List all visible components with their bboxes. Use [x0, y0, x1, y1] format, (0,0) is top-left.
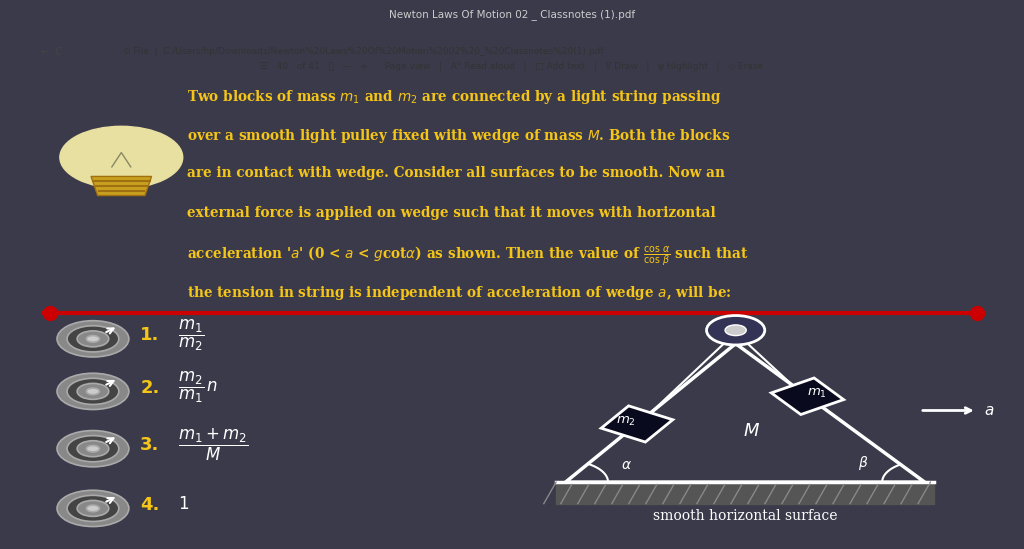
Text: 1.: 1. — [140, 326, 160, 344]
Text: acceleration '$a$' (0 < $a$ < $g$cot$\alpha$) as shown. Then the value of $\frac: acceleration '$a$' (0 < $a$ < $g$cot$\al… — [187, 245, 750, 269]
Circle shape — [59, 126, 182, 188]
Text: $1$: $1$ — [178, 496, 189, 513]
Text: Newton Laws Of Motion 02 _ Classnotes (1).pdf: Newton Laws Of Motion 02 _ Classnotes (1… — [389, 9, 635, 20]
Text: $\alpha$: $\alpha$ — [622, 458, 633, 472]
Circle shape — [68, 326, 119, 352]
Text: Two blocks of mass $m_1$ and $m_2$ are connected by a light string passing: Two blocks of mass $m_1$ and $m_2$ are c… — [187, 88, 722, 106]
Text: 3.: 3. — [140, 436, 160, 454]
Text: the tension in string is independent of acceleration of wedge $a$, will be:: the tension in string is independent of … — [187, 284, 732, 302]
Circle shape — [86, 445, 99, 452]
Text: $M$: $M$ — [742, 422, 760, 440]
Text: $\dfrac{m_1+m_2}{M}$: $\dfrac{m_1+m_2}{M}$ — [178, 427, 249, 463]
Text: $\dfrac{m_2}{m_1}\,n$: $\dfrac{m_2}{m_1}\,n$ — [178, 370, 218, 405]
Text: 4.: 4. — [140, 496, 160, 513]
Text: $m_2$: $m_2$ — [615, 415, 636, 428]
Circle shape — [86, 505, 99, 512]
Circle shape — [86, 335, 99, 342]
Text: external force is applied on wedge such that it moves with horizontal: external force is applied on wedge such … — [187, 205, 716, 220]
Circle shape — [86, 388, 99, 395]
Text: smooth horizontal surface: smooth horizontal surface — [653, 508, 838, 523]
Text: are in contact with wedge. Consider all surfaces to be smooth. Now an: are in contact with wedge. Consider all … — [187, 166, 725, 181]
Text: $a$: $a$ — [984, 403, 994, 418]
Circle shape — [57, 321, 129, 357]
Text: $\dfrac{m_1}{m_2}$: $\dfrac{m_1}{m_2}$ — [178, 317, 204, 352]
Text: $\beta$: $\beta$ — [858, 453, 868, 472]
Circle shape — [77, 441, 109, 457]
Text: ⊙ File  |  C:/Users/hp/Downloads/Newton%20Laws%20Of%20Motion%2002%20_%20Classnot: ⊙ File | C:/Users/hp/Downloads/Newton%20… — [123, 47, 603, 56]
Circle shape — [725, 325, 746, 335]
Polygon shape — [601, 406, 673, 442]
Text: ☰   40   of 41   🔍   —   +      Page view   |   A° Read aloud   |   □ Add text  : ☰ 40 of 41 🔍 — + Page view | A° Read alo… — [260, 61, 764, 70]
Polygon shape — [771, 378, 844, 414]
Text: 2.: 2. — [140, 379, 160, 396]
Circle shape — [57, 490, 129, 526]
Circle shape — [68, 378, 119, 405]
Circle shape — [77, 331, 109, 347]
Circle shape — [57, 430, 129, 467]
Circle shape — [77, 383, 109, 399]
Circle shape — [68, 495, 119, 522]
Circle shape — [68, 435, 119, 462]
Circle shape — [77, 501, 109, 517]
Text: over a smooth light pulley fixed with wedge of mass $M$. Both the blocks: over a smooth light pulley fixed with we… — [187, 127, 731, 145]
Text: $m_1$: $m_1$ — [807, 387, 827, 400]
Text: ←  C: ← C — [41, 47, 62, 57]
Circle shape — [57, 373, 129, 410]
Circle shape — [707, 316, 765, 345]
Polygon shape — [91, 176, 152, 195]
